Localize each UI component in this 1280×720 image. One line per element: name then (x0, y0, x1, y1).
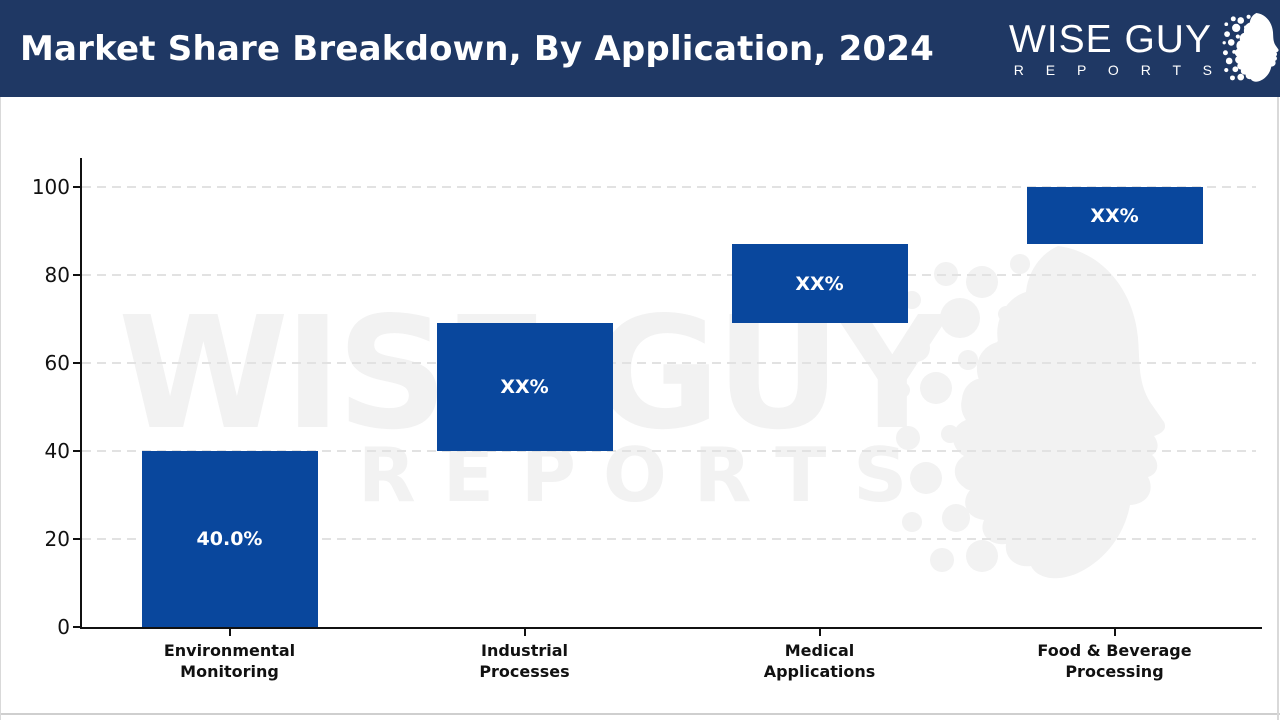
gridline-80 (82, 274, 1256, 276)
chart-canvas: WISE GUY REPORTS 0 20 40 60 80 100 40.0% Enviro… (0, 97, 1280, 720)
x-axis-tick-mark (818, 629, 821, 636)
x-axis-category-label: Environmental Monitoring (163, 641, 296, 681)
brand-logo-text: WISE GUY R E P O R T S (1009, 20, 1212, 78)
brand-head-icon (1222, 12, 1279, 82)
y-axis-tick-label: 20 (44, 527, 70, 551)
x-axis-tick-mark (523, 629, 526, 636)
page-title: Market Share Breakdown, By Application, … (20, 28, 935, 69)
bar-medical-applications: XX% (731, 244, 908, 324)
bar-value-label: 40.0% (196, 528, 263, 550)
y-axis-tick-mark (73, 362, 80, 364)
watermark-head-icon (894, 246, 1166, 579)
y-axis-tick-label: 0 (57, 615, 70, 639)
bar-food-beverage-processing: XX% (1026, 187, 1203, 245)
y-axis-tick-mark (73, 274, 80, 276)
x-axis-tick-mark (1113, 629, 1116, 636)
y-axis-tick-label: 40 (44, 439, 70, 463)
x-axis-tick-mark (228, 629, 231, 636)
gridline-20 (82, 538, 1256, 540)
y-axis-tick-mark (73, 626, 80, 628)
y-axis-tick-mark (73, 450, 80, 452)
header-bar: Market Share Breakdown, By Application, … (0, 0, 1280, 97)
bar-value-label: XX% (500, 376, 549, 399)
y-axis-tick-label: 60 (44, 351, 70, 375)
x-axis-category-label: Medical Applications (763, 641, 876, 681)
page-right-border (1277, 97, 1279, 720)
gridline-60 (82, 362, 1256, 364)
bar-industrial-processes: XX% (436, 323, 613, 451)
gridline-40 (82, 450, 1256, 452)
bar-environmental-monitoring: 40.0% (141, 451, 318, 627)
y-axis-tick-label: 100 (31, 175, 70, 199)
gridline-100 (82, 186, 1256, 188)
y-axis-line (80, 158, 82, 629)
page-left-border (0, 97, 1, 720)
page-bottom-border (0, 713, 1280, 715)
x-axis-category-label: Food & Beverage Processing (1037, 641, 1192, 681)
y-axis-tick-mark (73, 186, 80, 188)
x-axis-category-label: Industrial Processes (479, 641, 570, 681)
bar-value-label: XX% (795, 272, 844, 295)
brand-logo: WISE GUY R E P O R T S (1009, 9, 1280, 89)
brand-name: WISE GUY (1008, 17, 1212, 61)
brand-subtitle: R E P O R T S (1013, 61, 1221, 78)
x-axis-line (80, 627, 1262, 629)
bar-value-label: XX% (1090, 204, 1139, 227)
y-axis-tick-mark (73, 538, 80, 540)
y-axis-tick-label: 80 (44, 263, 70, 287)
